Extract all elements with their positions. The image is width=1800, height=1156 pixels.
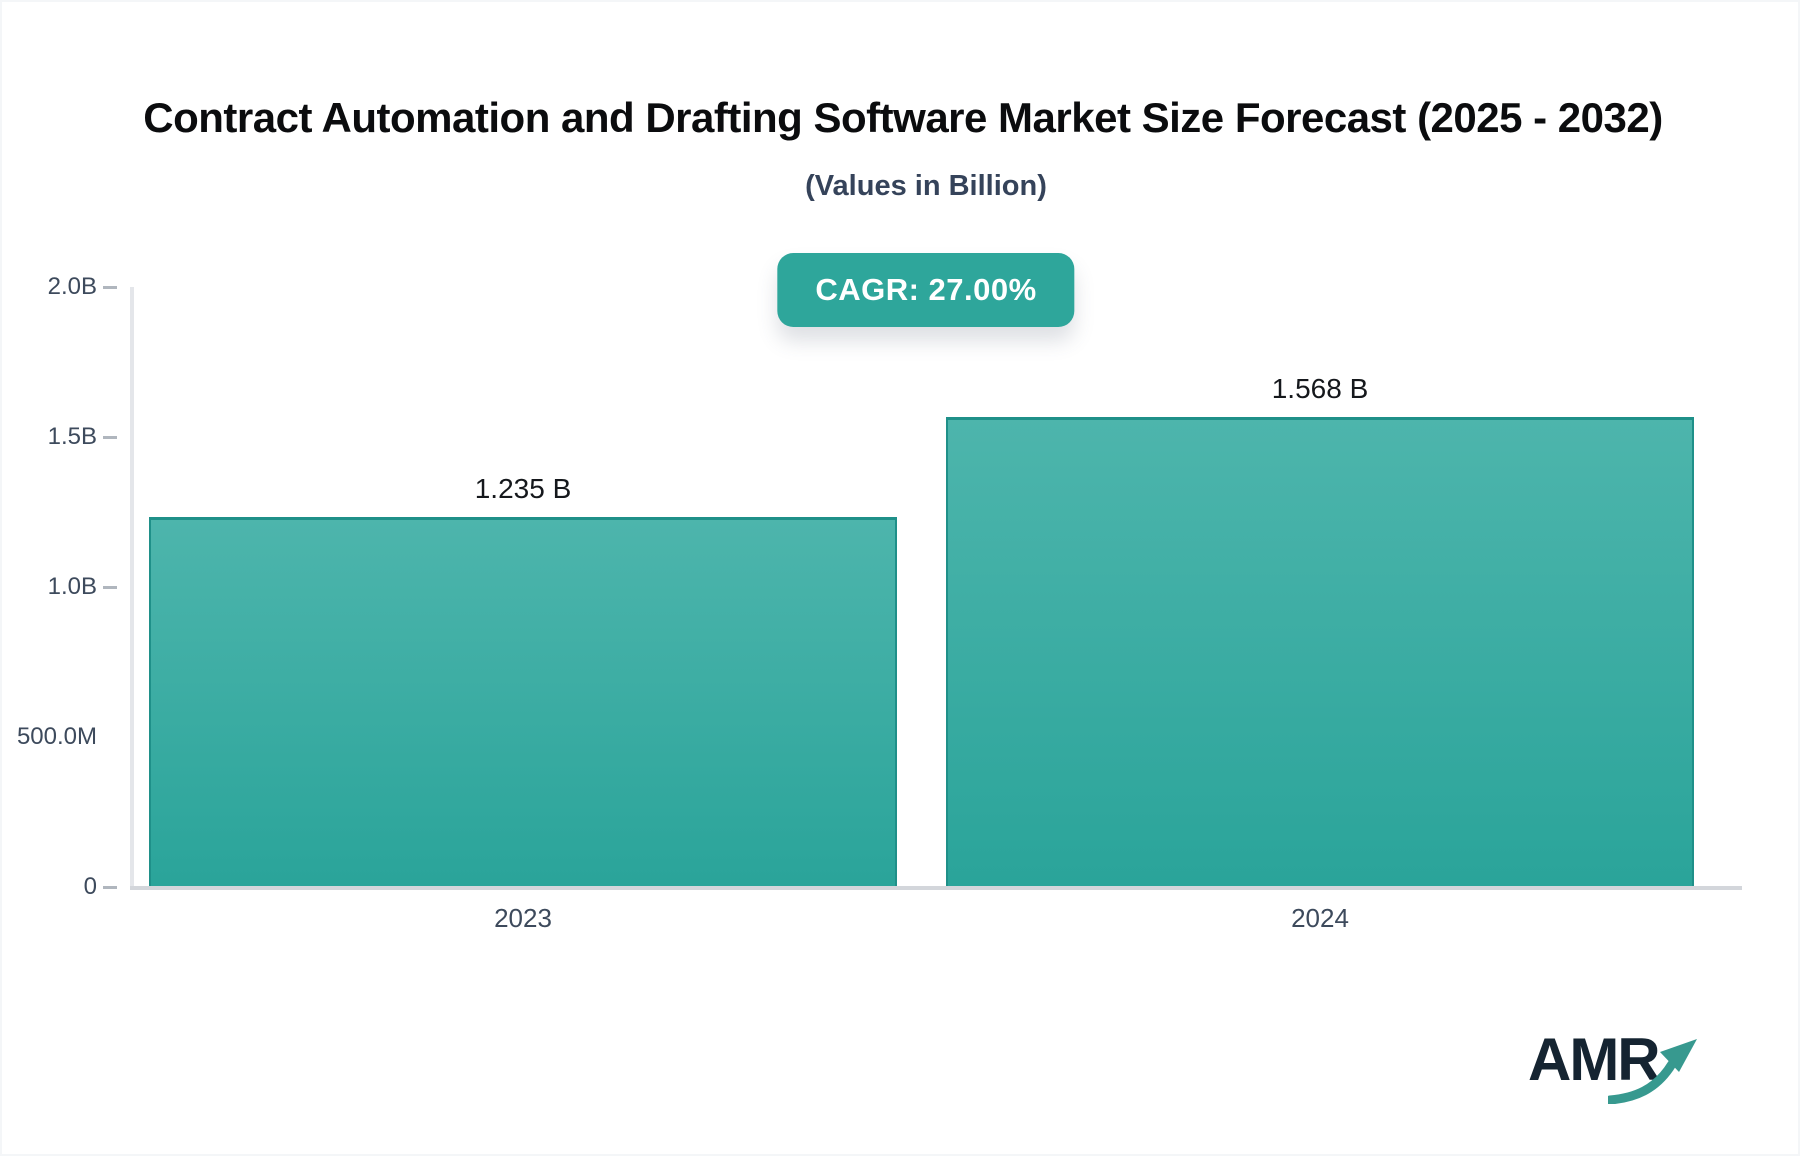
y-axis-line (130, 287, 134, 890)
bar-value-label: 1.235 B (474, 472, 572, 504)
y-axis-tick-label: 500.0M (16, 723, 97, 750)
chart-subtitle: (Values in Billion) (805, 170, 1047, 202)
x-axis-category-label: 2023 (494, 903, 552, 933)
chart-bar-2024[interactable] (946, 416, 1694, 886)
y-axis-tick-label: 2.0B (47, 273, 97, 300)
x-axis-line (130, 886, 1742, 890)
chart-title: Contract Automation and Drafting Softwar… (143, 94, 1663, 141)
y-tick-mark (103, 886, 117, 889)
chart-bar-2023[interactable] (149, 516, 897, 886)
cagr-badge-label: CAGR: 27.00% (815, 272, 1037, 307)
y-tick-mark (103, 586, 117, 589)
bar-value-label: 1.568 B (1271, 372, 1369, 404)
amr-logo-text: AMR (1528, 1026, 1661, 1093)
y-axis-tick-label: 1.0B (47, 573, 97, 600)
y-axis-tick-label: 1.5B (47, 423, 97, 450)
growth-arrow-icon (1608, 1039, 1697, 1104)
amr-logo: AMR (1528, 1030, 1708, 1120)
y-tick-mark (103, 436, 117, 439)
x-axis-category-label: 2024 (1291, 903, 1349, 933)
cagr-badge: CAGR: 27.00% (777, 253, 1075, 327)
y-axis-tick-label: 0 (83, 873, 97, 900)
y-tick-mark (103, 286, 117, 289)
